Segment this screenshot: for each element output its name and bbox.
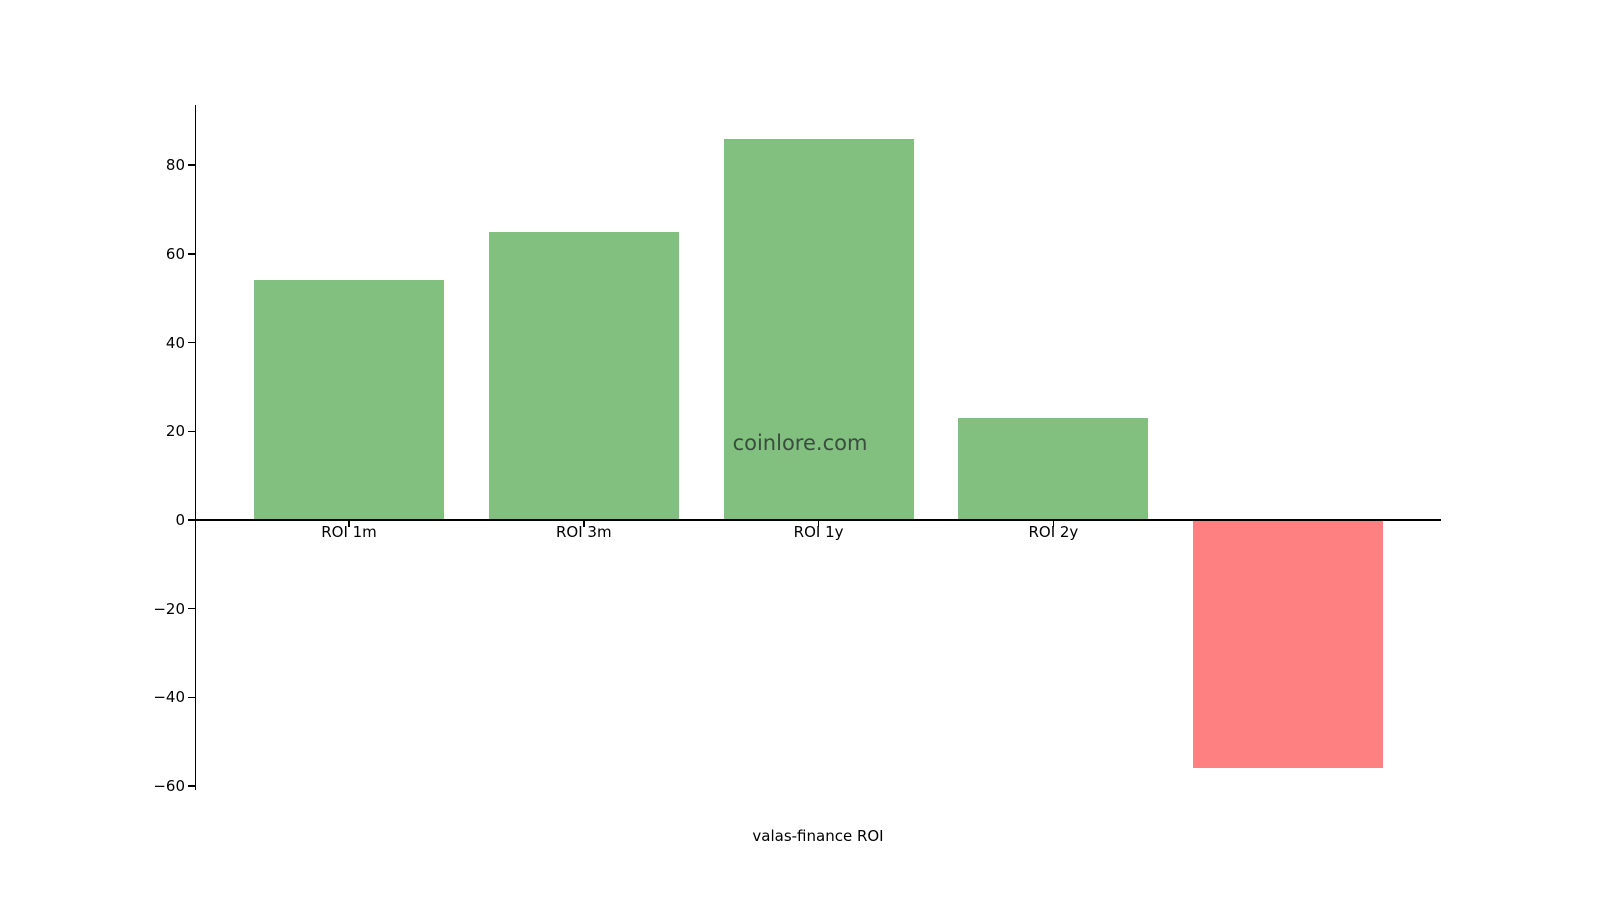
y-tick [187, 341, 195, 344]
y-tick [187, 696, 195, 699]
y-tick [187, 607, 195, 610]
x-tick [348, 520, 350, 527]
watermark: coinlore.com [732, 431, 868, 455]
bar-roi-3m [488, 231, 679, 520]
x-tick-label-roi-1m: ROI 1m [321, 523, 377, 541]
y-tick [187, 785, 195, 787]
x-tick [583, 520, 585, 527]
y-tick-label: 80 [165, 156, 185, 175]
y-tick-label: 0 [175, 511, 185, 529]
y-axis-spine [194, 105, 196, 790]
x-tick [1052, 520, 1055, 527]
x-tick-label-roi-1y: ROI 1y [793, 523, 844, 541]
y-tick-label: 60 [165, 244, 185, 263]
bar-roi-1m [254, 280, 444, 520]
y-tick-label: 40 [165, 333, 185, 352]
bar-5 [1193, 520, 1384, 769]
x-axis-line [194, 519, 1441, 521]
y-tick-label: −40 [153, 688, 185, 707]
y-tick [187, 253, 195, 255]
y-tick [187, 519, 195, 521]
y-tick-label: −20 [153, 599, 185, 618]
y-tick [187, 430, 195, 433]
chart-title: valas-finance ROI [752, 827, 884, 845]
y-tick-label: −60 [153, 777, 185, 796]
x-tick-label-roi-3m: ROI 3m [556, 523, 612, 541]
bar-roi-1y [723, 138, 914, 520]
y-tick [187, 164, 195, 166]
bar-roi-2y [958, 417, 1149, 520]
x-tick-label-roi-2y: ROI 2y [1028, 523, 1079, 541]
x-tick [817, 520, 820, 527]
y-tick-label: 20 [165, 422, 185, 441]
